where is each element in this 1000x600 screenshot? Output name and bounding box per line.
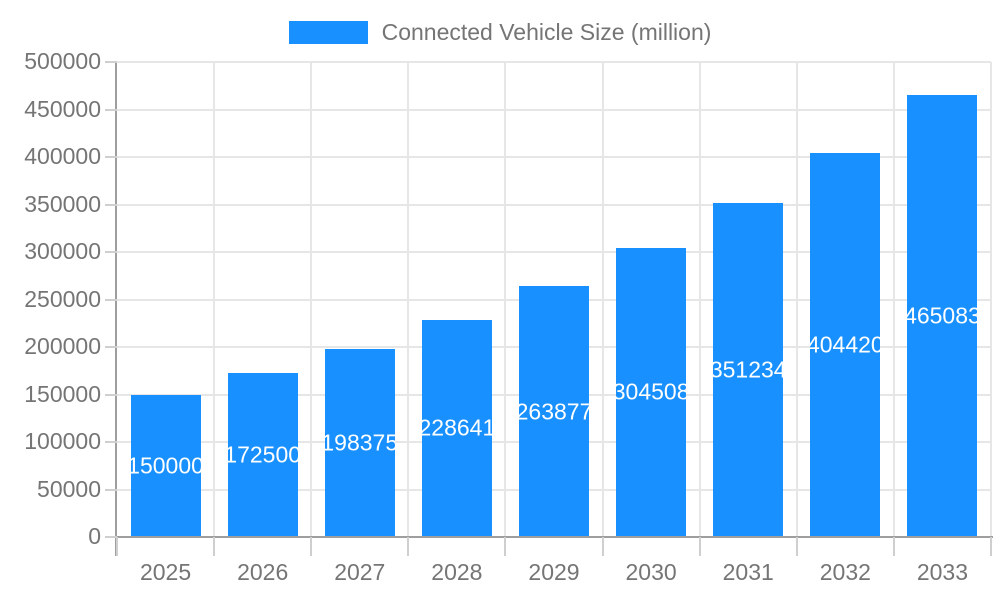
y-axis-tick: [105, 108, 117, 111]
bar-2031[interactable]: 351234: [713, 203, 784, 537]
y-tick-label: 300000: [24, 238, 101, 264]
x-axis-label: 2025: [139, 559, 192, 585]
y-axis-tick: [105, 488, 117, 491]
v-gridline: [504, 62, 507, 537]
y-axis-tick: [105, 203, 117, 206]
bar-value-label: 150000: [130, 452, 201, 479]
y-tick-label: 450000: [24, 95, 101, 122]
y-axis-tick: [105, 298, 117, 301]
y-tick-label: 50000: [37, 475, 101, 502]
v-gridline: [990, 62, 992, 537]
bar-2025[interactable]: 150000: [130, 394, 201, 537]
x-axis-tick: [698, 537, 701, 556]
y-tick-label: 200000: [24, 333, 101, 359]
y-tick-label: 0: [88, 523, 101, 549]
v-gridline: [601, 62, 604, 537]
h-gridline: [117, 61, 991, 63]
y-axis-tick: [105, 393, 117, 396]
bar-2030[interactable]: 304508: [616, 247, 687, 537]
x-axis-tick: [116, 537, 118, 556]
x-axis-label: 2029: [528, 559, 580, 585]
x-axis-tick: [795, 537, 798, 556]
bar-2033[interactable]: 465083: [907, 95, 978, 537]
y-axis-tick: [105, 441, 117, 443]
h-gridline: [117, 203, 991, 206]
bar-value-label: 351234: [713, 356, 784, 383]
y-tick-label: 400000: [24, 143, 101, 169]
y-tick-label: 150000: [24, 380, 101, 407]
bar-value-label: 172500: [227, 441, 298, 468]
y-axis-tick: [105, 61, 117, 63]
v-gridline: [213, 62, 216, 537]
bar-2026[interactable]: 172500: [227, 373, 298, 537]
bar-value-label: 304508: [616, 378, 687, 405]
x-axis-tick: [407, 537, 410, 556]
bar-2028[interactable]: 228641: [421, 319, 492, 537]
y-tick-label: 250000: [24, 285, 101, 312]
bar-2032[interactable]: 404420: [810, 152, 881, 537]
y-axis-line: [115, 62, 117, 556]
v-gridline: [795, 62, 798, 537]
bar-2027[interactable]: 198375: [324, 348, 395, 537]
bar-value-label: 198375: [324, 429, 395, 456]
x-axis-label: 2032: [819, 559, 871, 585]
bar-value-label: 465083: [907, 302, 978, 329]
y-axis-tick: [105, 156, 117, 158]
y-axis-tick: [105, 346, 117, 348]
bar-value-label: 228641: [421, 414, 492, 441]
legend-label: Connected Vehicle Size (million): [381, 19, 712, 45]
bar-value-label: 263877: [519, 398, 589, 425]
x-axis-label: 2031: [722, 559, 774, 585]
x-axis-label: 2027: [334, 559, 386, 585]
h-gridline: [117, 156, 991, 158]
x-axis-label: 2026: [237, 559, 289, 585]
y-tick-label: 500000: [24, 48, 101, 74]
x-axis-label: 2033: [916, 559, 969, 585]
x-axis-label: 2028: [431, 559, 483, 585]
v-gridline: [310, 62, 313, 537]
x-axis-line: [105, 536, 993, 538]
x-axis-label: 2030: [625, 559, 677, 585]
y-axis-tick: [105, 251, 117, 253]
v-gridline: [698, 62, 701, 537]
legend-swatch: [288, 20, 368, 44]
h-gridline: [117, 251, 991, 253]
x-axis-tick: [601, 537, 604, 556]
x-axis-tick: [504, 537, 507, 556]
x-axis-tick: [310, 537, 313, 556]
y-tick-label: 100000: [24, 428, 101, 454]
legend-item[interactable]: Connected Vehicle Size (million): [0, 18, 1000, 46]
plot-area: 150000 172500 198375 228641 263877 304508 3512…: [117, 61, 992, 537]
x-axis-tick: [213, 537, 216, 556]
y-axis-tick: [105, 536, 117, 538]
bar-value-label: 404420: [810, 331, 881, 358]
x-axis-tick: [990, 537, 992, 556]
bar-2029[interactable]: 263877: [519, 286, 589, 537]
y-tick-label: 350000: [24, 190, 101, 217]
x-axis-tick: [892, 537, 895, 556]
v-gridline: [892, 62, 895, 537]
v-gridline: [407, 62, 410, 537]
h-gridline: [117, 108, 991, 111]
